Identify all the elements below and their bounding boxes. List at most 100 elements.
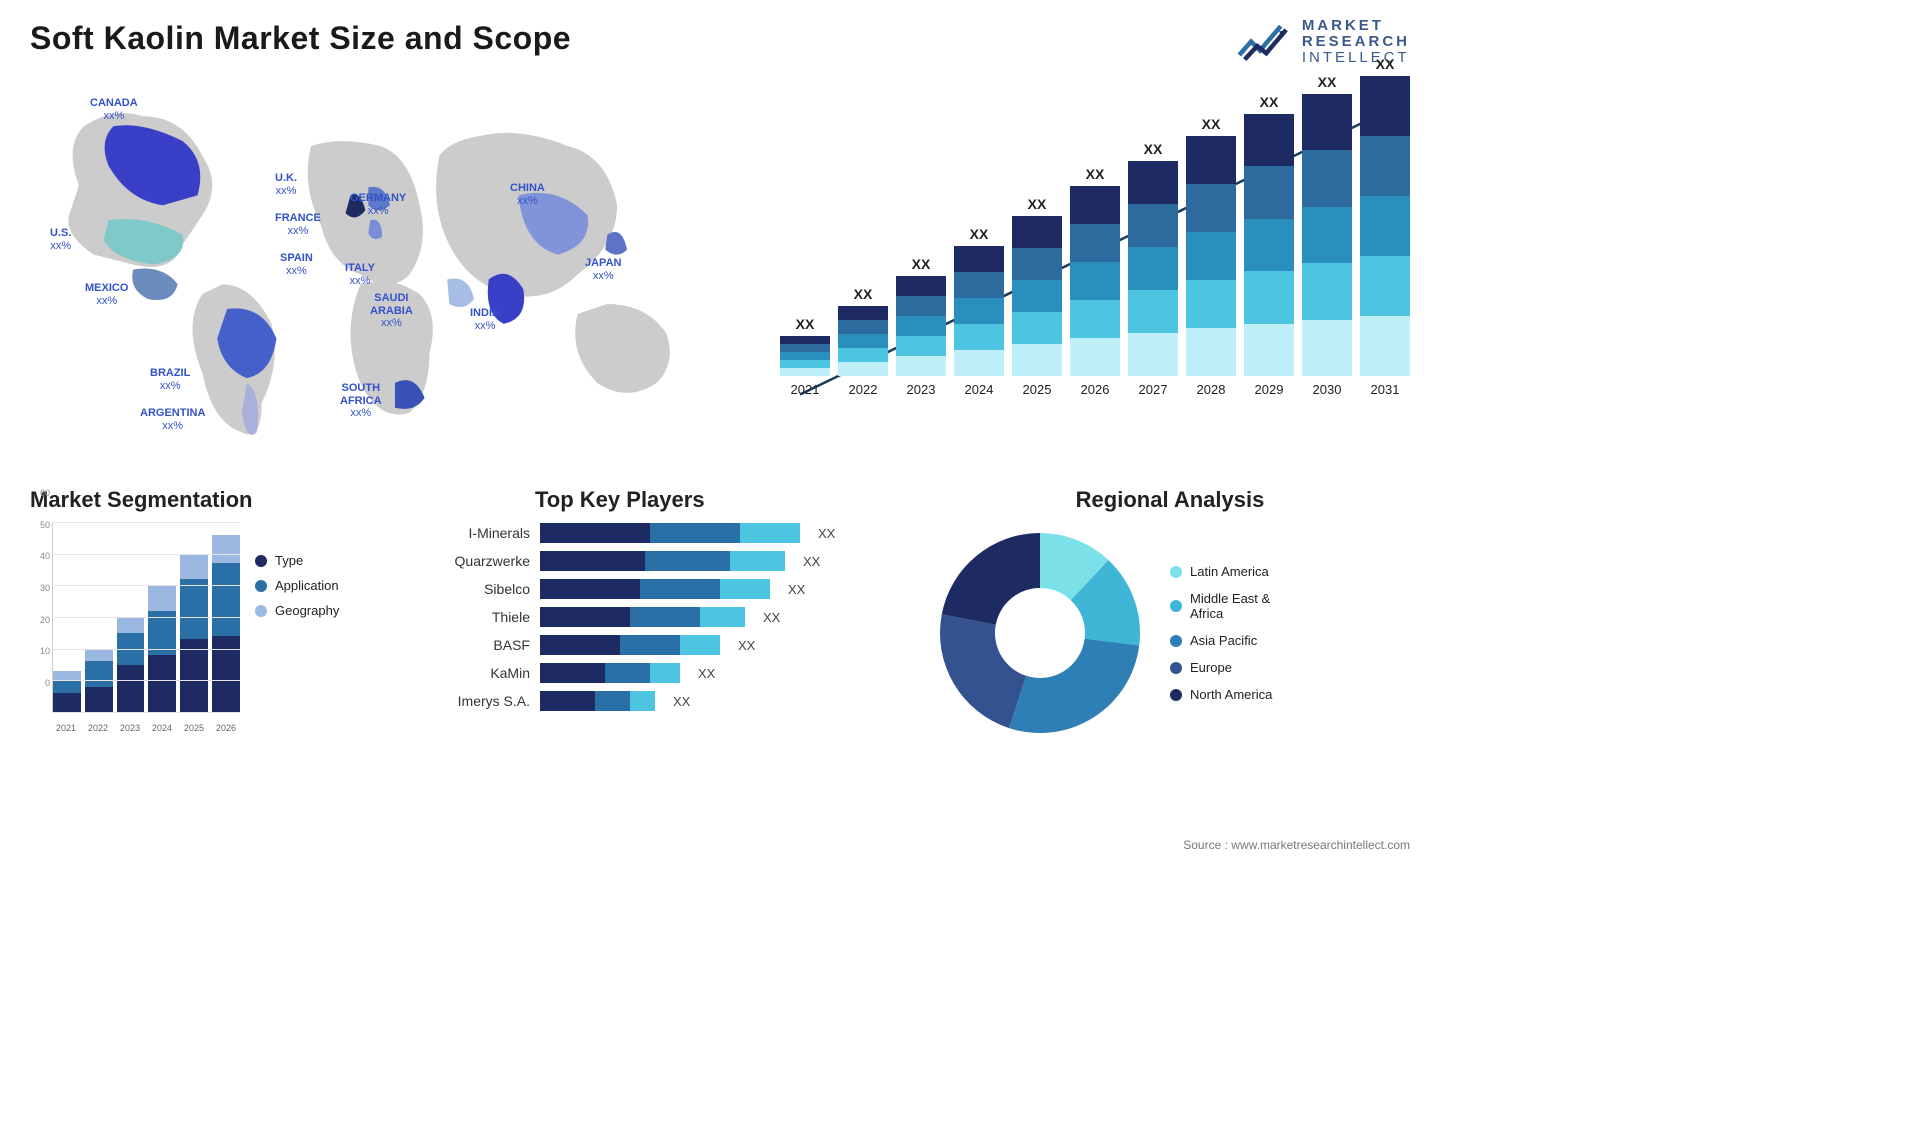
market-bar: XX2025	[1012, 216, 1062, 397]
player-value: XX	[818, 526, 835, 541]
donut-slice	[942, 533, 1040, 625]
segmentation-legend: TypeApplicationGeography	[255, 553, 339, 733]
market-bar: XX2024	[954, 246, 1004, 397]
regional-title: Regional Analysis	[930, 487, 1410, 513]
seg-xlabel: 2023	[116, 723, 144, 733]
market-bar: XX2029	[1244, 114, 1294, 397]
market-bar-value: XX	[896, 256, 946, 272]
market-bar-year: 2022	[849, 382, 878, 397]
players-chart: I-Minerals XX Quarzwerke XX Sibelco XX Thiele X…	[430, 523, 905, 711]
market-bar-value: XX	[1012, 196, 1062, 212]
map-label: INDIAxx%	[470, 307, 500, 332]
market-bar: XX2023	[896, 276, 946, 397]
market-bar-year: 2021	[791, 382, 820, 397]
segmentation-chart: 0102030405060 202120222023202420252026	[30, 523, 240, 733]
player-name: I-Minerals	[430, 525, 530, 541]
seg-bar	[53, 671, 81, 712]
player-value: XX	[673, 694, 690, 709]
player-value: XX	[738, 638, 755, 653]
map-label: U.S.xx%	[50, 227, 71, 252]
market-bar-value: XX	[1186, 116, 1236, 132]
market-bar-year: 2023	[907, 382, 936, 397]
player-value: XX	[763, 610, 780, 625]
players-title: Top Key Players	[535, 487, 905, 513]
seg-bar	[180, 554, 208, 712]
player-row: Sibelco XX	[430, 579, 905, 599]
player-row: Quarzwerke XX	[430, 551, 905, 571]
map-label: BRAZILxx%	[150, 367, 190, 392]
player-name: Imerys S.A.	[430, 693, 530, 709]
world-map: CANADAxx% U.S.xx% MEXICOxx% BRAZILxx% ARGENT…	[30, 67, 750, 462]
player-name: Quarzwerke	[430, 553, 530, 569]
player-row: I-Minerals XX	[430, 523, 905, 543]
market-bar-value: XX	[1360, 56, 1410, 72]
map-label: ITALYxx%	[345, 262, 375, 287]
legend-item: Middle East &Africa	[1170, 591, 1272, 621]
market-bar: XX2022	[838, 306, 888, 397]
map-label: SPAINxx%	[280, 252, 313, 277]
player-name: Sibelco	[430, 581, 530, 597]
segmentation-section: Market Segmentation 0102030405060 202120…	[30, 487, 400, 747]
player-value: XX	[698, 666, 715, 681]
seg-xlabel: 2025	[180, 723, 208, 733]
page-title: Soft Kaolin Market Size and Scope	[30, 20, 1410, 57]
seg-ytick: 10	[40, 646, 50, 656]
market-bar-year: 2030	[1313, 382, 1342, 397]
regional-section: Regional Analysis Latin America Middle Ea…	[930, 487, 1410, 747]
source-attribution: Source : www.marketresearchintellect.com	[1183, 838, 1410, 852]
market-bar-value: XX	[1128, 141, 1178, 157]
market-bar-value: XX	[1244, 94, 1294, 110]
player-row: Thiele XX	[430, 607, 905, 627]
market-bar-year: 2026	[1081, 382, 1110, 397]
map-label: SOUTHAFRICAxx%	[340, 382, 382, 420]
legend-item: North America	[1170, 687, 1272, 702]
seg-ytick: 20	[40, 615, 50, 625]
market-bar-value: XX	[1070, 166, 1120, 182]
seg-xlabel: 2026	[212, 723, 240, 733]
seg-bar	[117, 617, 145, 712]
regional-legend: Latin AmericaMiddle East &AfricaAsia Pac…	[1170, 564, 1272, 702]
regional-donut	[930, 523, 1150, 743]
map-label: SAUDIARABIAxx%	[370, 292, 413, 330]
player-value: XX	[803, 554, 820, 569]
segmentation-title: Market Segmentation	[30, 487, 400, 513]
world-map-svg	[30, 67, 750, 462]
seg-ytick: 60	[40, 488, 50, 498]
seg-ytick: 0	[45, 678, 50, 688]
seg-bar	[212, 535, 240, 712]
legend-item: Geography	[255, 603, 339, 618]
seg-ytick: 50	[40, 520, 50, 530]
player-name: Thiele	[430, 609, 530, 625]
map-label: MEXICOxx%	[85, 282, 128, 307]
market-bar-year: 2025	[1023, 382, 1052, 397]
market-size-chart: XX2021XX2022XX2023XX2024XX2025XX2026XX20…	[780, 67, 1410, 462]
player-row: KaMinXX	[430, 663, 905, 683]
map-label: JAPANxx%	[585, 257, 621, 282]
map-label: FRANCExx%	[275, 212, 321, 237]
market-bar: XX2030	[1302, 94, 1352, 397]
market-bar-year: 2029	[1255, 382, 1284, 397]
market-bar: XX2028	[1186, 136, 1236, 397]
market-bar-value: XX	[780, 316, 830, 332]
market-bar-value: XX	[1302, 74, 1352, 90]
donut-slice	[940, 614, 1026, 728]
player-row: BASF XX	[430, 635, 905, 655]
seg-xlabel: 2024	[148, 723, 176, 733]
player-name: BASF	[430, 637, 530, 653]
map-label: GERMANYxx%	[350, 192, 406, 217]
market-bar-year: 2028	[1197, 382, 1226, 397]
map-label: CHINAxx%	[510, 182, 545, 207]
player-value: XX	[788, 582, 805, 597]
map-label: ARGENTINAxx%	[140, 407, 205, 432]
legend-item: Latin America	[1170, 564, 1272, 579]
market-bar: XX2026	[1070, 186, 1120, 397]
market-bar: XX2027	[1128, 161, 1178, 397]
map-label: CANADAxx%	[90, 97, 138, 122]
market-bar: XX2021	[780, 336, 830, 397]
logo-icon	[1237, 19, 1292, 64]
logo-line-2: RESEARCH	[1302, 34, 1410, 50]
logo-line-1: MARKET	[1302, 18, 1410, 34]
seg-ytick: 30	[40, 583, 50, 593]
legend-item: Type	[255, 553, 339, 568]
players-section: Top Key Players I-Minerals XX Quarzwerke XX…	[425, 487, 905, 747]
